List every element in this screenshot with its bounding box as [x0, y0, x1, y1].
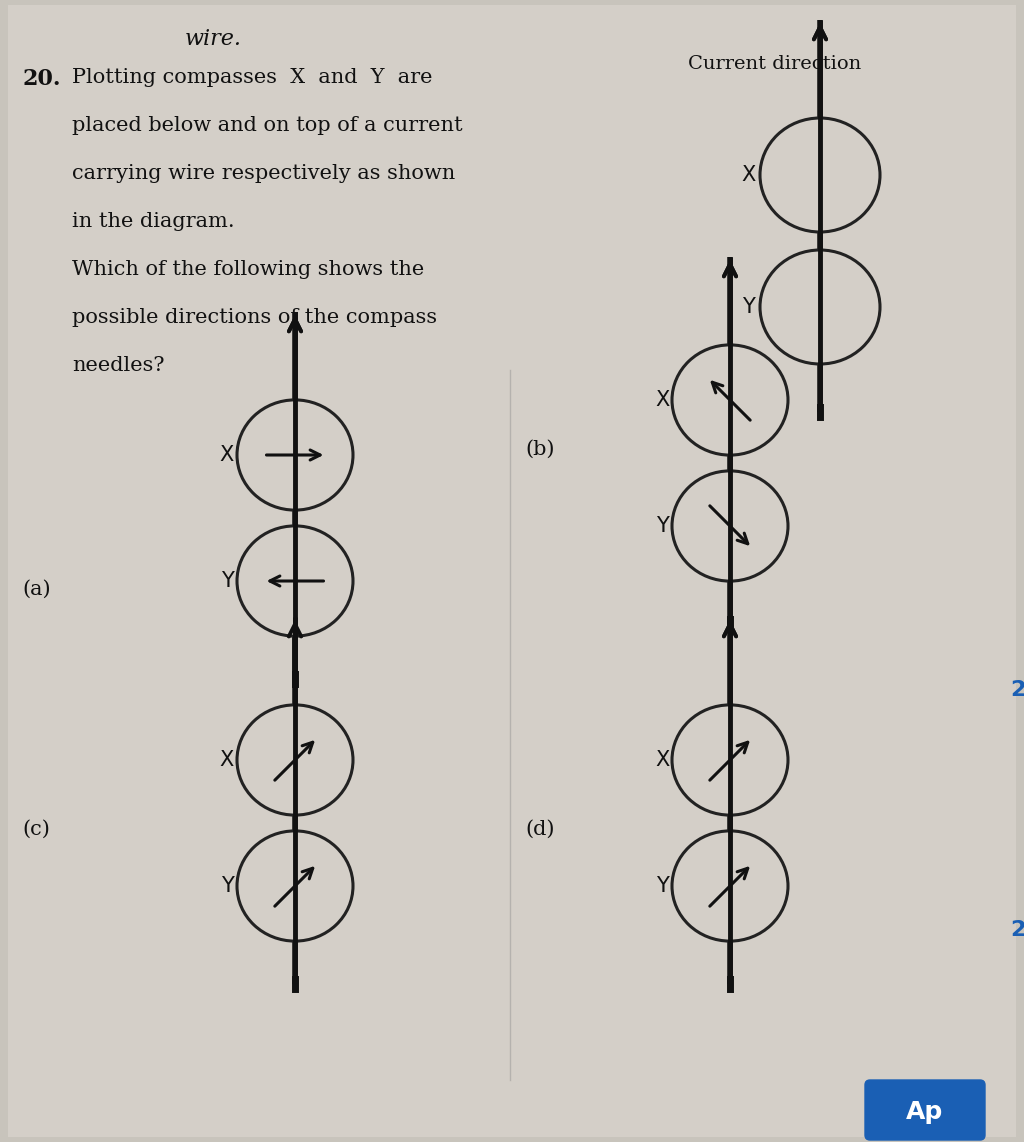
Text: in the diagram.: in the diagram.	[72, 212, 234, 231]
Text: placed below and on top of a current: placed below and on top of a current	[72, 116, 463, 135]
FancyBboxPatch shape	[865, 1080, 985, 1140]
Text: Ap: Ap	[906, 1100, 944, 1124]
Text: X: X	[220, 750, 234, 770]
Ellipse shape	[237, 831, 353, 941]
Text: Y: Y	[220, 571, 233, 592]
Text: X: X	[655, 391, 669, 410]
Text: (c): (c)	[22, 820, 50, 839]
Text: Y: Y	[655, 876, 669, 896]
FancyBboxPatch shape	[8, 5, 1016, 1137]
Text: needles?: needles?	[72, 356, 165, 375]
Ellipse shape	[760, 250, 880, 364]
Text: Current direction: Current direction	[688, 55, 861, 73]
Text: X: X	[741, 164, 755, 185]
Text: Plotting compasses  X  and  Y  are: Plotting compasses X and Y are	[72, 69, 432, 87]
Text: Y: Y	[220, 876, 233, 896]
Text: 25: 25	[1010, 679, 1024, 700]
Ellipse shape	[237, 400, 353, 510]
Text: (a): (a)	[22, 580, 50, 600]
Ellipse shape	[672, 831, 788, 941]
Text: (b): (b)	[525, 440, 555, 459]
Ellipse shape	[237, 705, 353, 815]
Ellipse shape	[237, 526, 353, 636]
Text: X: X	[220, 445, 234, 465]
Text: 20.: 20.	[22, 69, 60, 90]
Text: possible directions of the compass: possible directions of the compass	[72, 308, 437, 327]
Text: 26: 26	[1010, 920, 1024, 940]
Ellipse shape	[672, 705, 788, 815]
Ellipse shape	[672, 345, 788, 456]
Text: X: X	[655, 750, 669, 770]
Text: Which of the following shows the: Which of the following shows the	[72, 260, 424, 279]
Ellipse shape	[760, 118, 880, 232]
Text: Y: Y	[741, 297, 755, 317]
Text: Y: Y	[655, 516, 669, 536]
Text: wire.: wire.	[185, 29, 242, 50]
Text: (d): (d)	[525, 820, 555, 839]
Text: carrying wire respectively as shown: carrying wire respectively as shown	[72, 164, 456, 183]
Ellipse shape	[672, 471, 788, 581]
